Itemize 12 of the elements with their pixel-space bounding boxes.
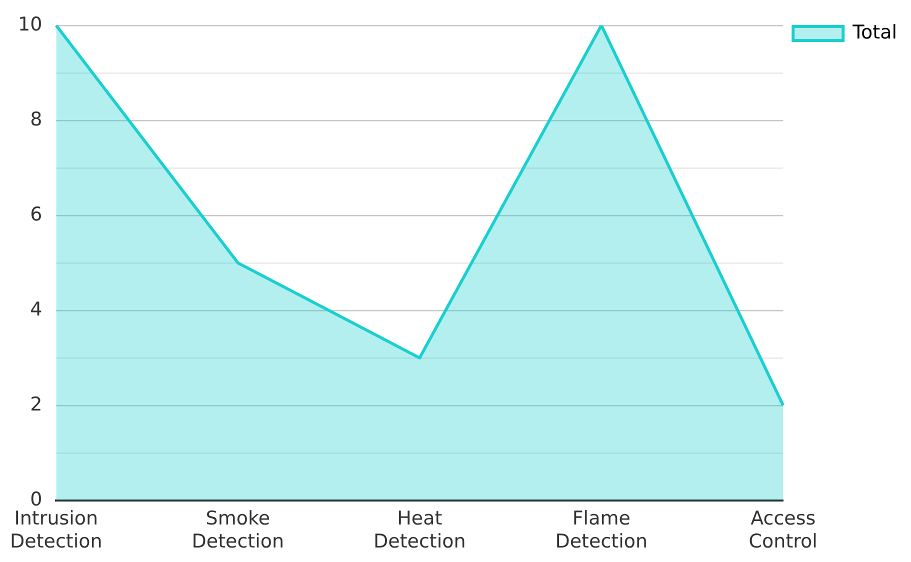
x-tick-label: Access Control bbox=[748, 508, 818, 553]
x-tick-label: Heat Detection bbox=[373, 508, 466, 553]
y-tick-label: 4 bbox=[30, 298, 42, 320]
y-tick-label: 2 bbox=[30, 393, 42, 416]
y-tick-label: 6 bbox=[30, 203, 42, 226]
y-tick-label: 10 bbox=[18, 13, 42, 36]
x-tick-label: Smoke Detection bbox=[192, 508, 284, 553]
x-tick-label: Intrusion Detection bbox=[10, 508, 102, 553]
y-tick-label: 8 bbox=[30, 108, 42, 130]
y-tick-label: 0 bbox=[30, 488, 42, 510]
legend-label: Total bbox=[852, 21, 897, 44]
x-tick-label: Flame Detection bbox=[555, 508, 648, 553]
